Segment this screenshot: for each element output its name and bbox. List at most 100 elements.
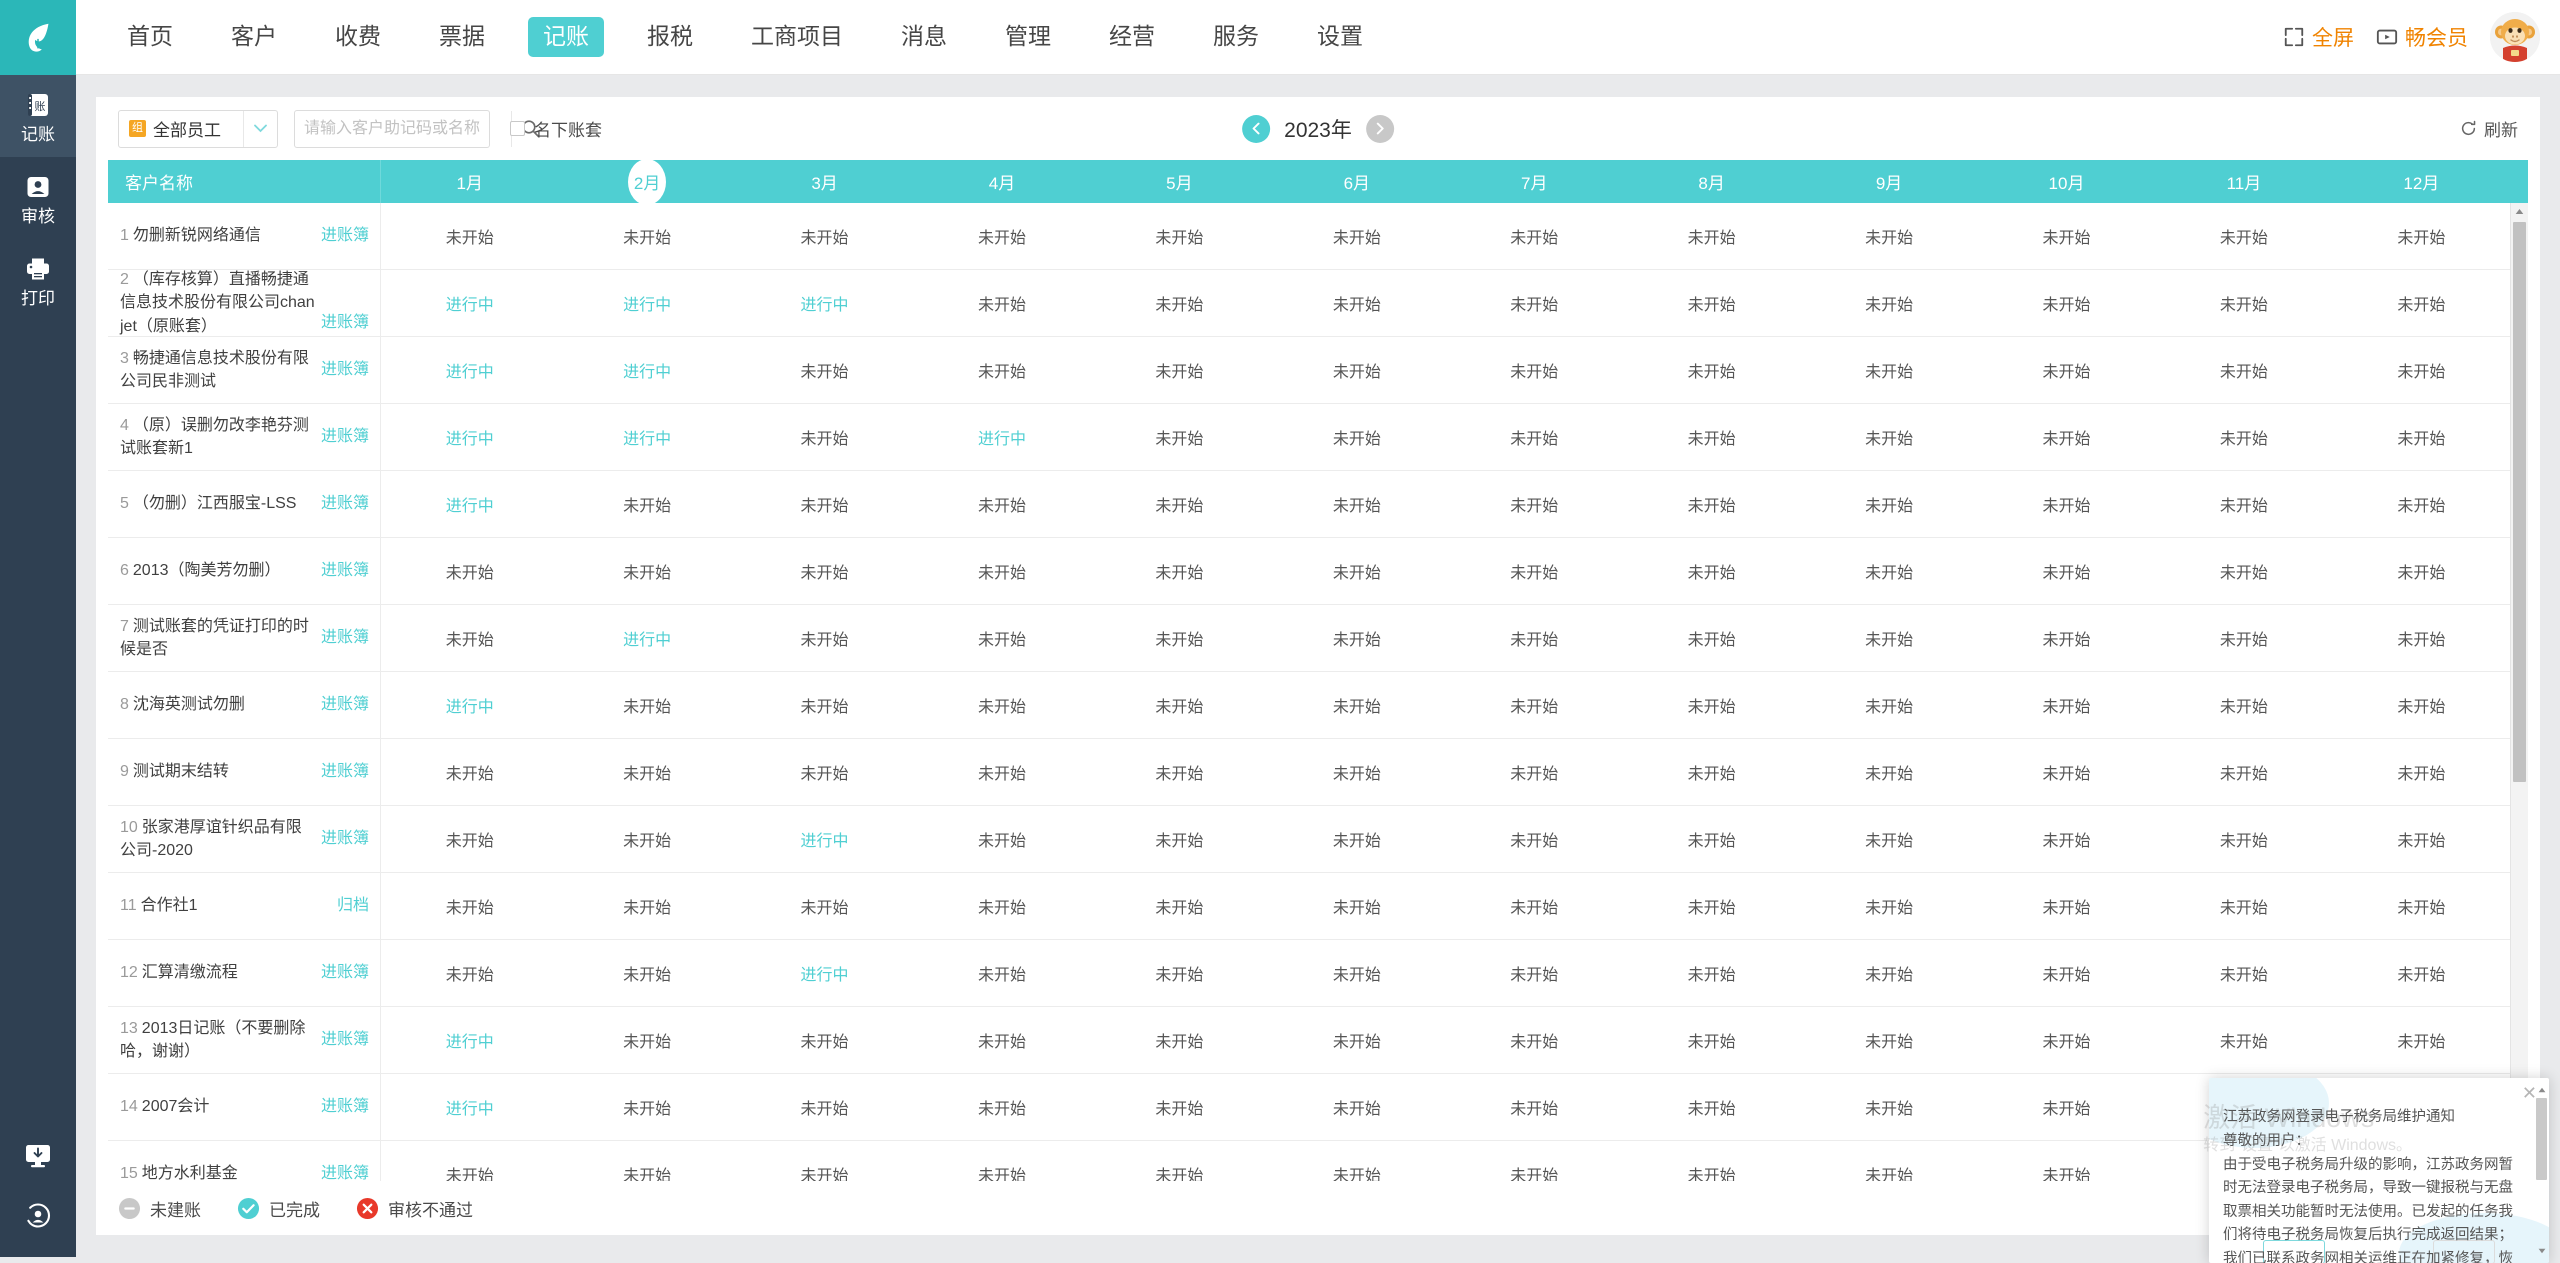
cell-month-status[interactable]: 未开始 [2219,699,2268,716]
notification-scroll-down[interactable] [2536,1245,2547,1257]
cell-month-status[interactable]: 进行中 [445,431,494,448]
cell-month-status[interactable]: 未开始 [1865,900,1914,917]
row-action-link[interactable]: 进账簿 [320,629,369,647]
member-button[interactable]: 畅会员 [2376,22,2468,52]
cell-month-status[interactable]: 未开始 [1155,230,1204,247]
cell-month-status[interactable]: 进行中 [445,699,494,716]
cell-month-status[interactable]: 未开始 [2219,967,2268,984]
scrollbar-thumb[interactable] [2513,222,2526,782]
cell-month-status[interactable]: 未开始 [1687,699,1736,716]
cell-month-status[interactable]: 未开始 [1510,498,1559,515]
cell-month-status[interactable]: 未开始 [977,1034,1026,1051]
sidebar-item-bookkeeping[interactable]: 账 记账 [0,75,76,157]
row-action-link[interactable]: 进账簿 [320,361,369,379]
cell-month-status[interactable]: 进行中 [445,297,494,314]
notification-scrollbar-thumb[interactable] [2536,1098,2547,1180]
cell-month-status[interactable]: 未开始 [977,364,1026,381]
cell-month-status[interactable]: 未开始 [1510,699,1559,716]
cell-month-status[interactable]: 未开始 [1865,498,1914,515]
cell-month-status[interactable]: 进行中 [445,364,494,381]
table-row[interactable]: 15 地方水利基金 进账簿 未开始 未开始 未开始 未开始 未开始 未开始 未开始 未开始 未开始 未开… [108,1141,2528,1181]
cell-month-status[interactable]: 未开始 [800,498,849,515]
cell-month-status[interactable]: 进行中 [623,297,672,314]
notification-scroll-up[interactable] [2536,1084,2547,1096]
row-action-link[interactable]: 进账簿 [320,495,369,513]
notification-scrollbar[interactable] [2535,1082,2548,1259]
cell-month-status[interactable]: 未开始 [1510,1101,1559,1118]
table-row[interactable]: 9 测试期末结转 进账簿 未开始 未开始 未开始 未开始 未开始 未开始 未开始 未开始 未开始 未开始… [108,739,2528,806]
column-header-month-7[interactable]: 7月 [1446,160,1623,203]
cell-month-status[interactable]: 未开始 [2042,297,2091,314]
nav-item-2[interactable]: 收费 [335,23,381,50]
cell-month-status[interactable]: 未开始 [2219,364,2268,381]
cell-month-status[interactable]: 未开始 [2219,297,2268,314]
cell-month-status[interactable]: 未开始 [1510,833,1559,850]
cell-month-status[interactable]: 进行中 [445,1034,494,1051]
cell-month-status[interactable]: 未开始 [977,833,1026,850]
nav-item-0[interactable]: 首页 [127,23,173,50]
cell-month-status[interactable]: 未开始 [2397,632,2446,649]
cell-month-status[interactable]: 未开始 [1332,833,1381,850]
download-monitor-icon[interactable] [23,1141,53,1171]
column-header-month-9[interactable]: 9月 [1800,160,1977,203]
cell-month-status[interactable]: 未开始 [977,565,1026,582]
column-header-month-1[interactable]: 1月 [381,160,558,203]
cell-month-status[interactable]: 未开始 [800,766,849,783]
cell-month-status[interactable]: 未开始 [2042,900,2091,917]
cell-month-status[interactable]: 未开始 [1510,565,1559,582]
cell-month-status[interactable]: 未开始 [1332,766,1381,783]
cell-month-status[interactable]: 未开始 [1332,1168,1381,1181]
cell-month-status[interactable]: 未开始 [2042,1168,2091,1181]
nav-item-10[interactable]: 服务 [1213,23,1259,50]
cell-month-status[interactable]: 未开始 [623,1034,672,1051]
nav-item-6[interactable]: 工商项目 [751,23,843,50]
cell-month-status[interactable]: 未开始 [800,1168,849,1181]
cell-month-status[interactable]: 未开始 [1510,1168,1559,1181]
cell-month-status[interactable]: 未开始 [1687,833,1736,850]
cell-month-status[interactable]: 未开始 [1865,833,1914,850]
row-action-link[interactable]: 进账簿 [320,763,369,781]
cell-month-status[interactable]: 未开始 [1155,1168,1204,1181]
nav-item-7[interactable]: 消息 [901,23,947,50]
cell-month-status[interactable]: 未开始 [445,900,494,917]
table-row[interactable]: 3 畅捷通信息技术股份有限公司民非测试 进账簿 进行中 进行中 未开始 未开始 未开始 未开始 未… [108,337,2528,404]
cell-month-status[interactable]: 进行中 [623,364,672,381]
cell-month-status[interactable]: 未开始 [1687,297,1736,314]
cell-month-status[interactable]: 未开始 [2397,230,2446,247]
cell-month-status[interactable]: 未开始 [1332,565,1381,582]
cell-month-status[interactable]: 未开始 [1510,967,1559,984]
cell-month-status[interactable]: 未开始 [800,900,849,917]
cell-month-status[interactable]: 未开始 [1155,364,1204,381]
table-row[interactable]: 6 2013（陶美芳勿删） 进账簿 未开始 未开始 未开始 未开始 未开始 未开始 未开始 未开始未… [108,538,2528,605]
column-header-month-6[interactable]: 6月 [1268,160,1445,203]
table-row[interactable]: 2 （库存核算）直播畅捷通信息技术股份有限公司chanjet（原账套） 进账簿 进行中… [108,270,2528,337]
notification-primary-button[interactable] [2263,1240,2325,1263]
cell-month-status[interactable]: 未开始 [1687,230,1736,247]
cell-month-status[interactable]: 未开始 [2042,967,2091,984]
checkbox-box[interactable] [510,121,525,136]
close-icon[interactable]: ✕ [2521,1083,2537,1103]
cell-month-status[interactable]: 未开始 [1155,766,1204,783]
cell-month-status[interactable]: 未开始 [1865,230,1914,247]
cell-month-status[interactable]: 未开始 [977,1101,1026,1118]
cell-month-status[interactable]: 未开始 [2042,565,2091,582]
cell-month-status[interactable]: 未开始 [2042,833,2091,850]
cell-month-status[interactable]: 未开始 [977,1168,1026,1181]
table-row[interactable]: 7 测试账套的凭证打印的时候是否 进账簿 未开始 进行中 未开始 未开始 未开始 未开始 未开始 未… [108,605,2528,672]
cell-month-status[interactable]: 未开始 [2397,967,2446,984]
table-row[interactable]: 5 （勿删）江西服宝-LSS 进账簿 进行中 未开始 未开始 未开始 未开始 未开始 未开始 未开始… [108,471,2528,538]
cell-month-status[interactable]: 进行中 [800,967,849,984]
cell-month-status[interactable]: 未开始 [1865,297,1914,314]
cell-month-status[interactable]: 未开始 [800,699,849,716]
cell-month-status[interactable]: 未开始 [1510,632,1559,649]
cell-month-status[interactable]: 未开始 [800,1034,849,1051]
prev-year-button[interactable] [1242,114,1271,143]
column-header-month-2[interactable]: 2月 [558,158,735,205]
column-header-month-12[interactable]: 12月 [2333,160,2510,203]
column-header-month-3[interactable]: 3月 [736,160,913,203]
cell-month-status[interactable]: 未开始 [445,565,494,582]
cell-month-status[interactable]: 未开始 [623,565,672,582]
cell-month-status[interactable]: 未开始 [2042,498,2091,515]
cell-month-status[interactable]: 未开始 [1687,1168,1736,1181]
cell-month-status[interactable]: 未开始 [1155,833,1204,850]
